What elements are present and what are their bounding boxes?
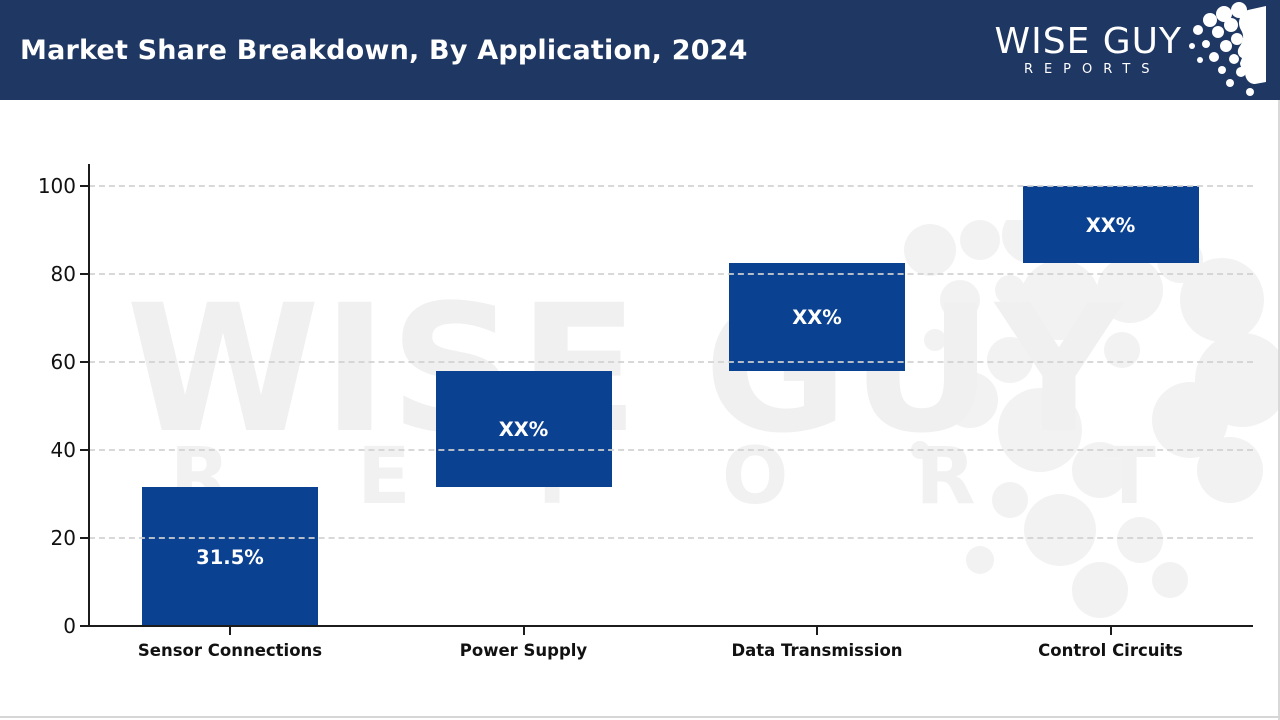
logo-head-icon: [1189, 2, 1266, 96]
bar-4: [1022, 186, 1199, 263]
y-tick-20: [80, 537, 88, 539]
gridline-40: [89, 449, 1253, 451]
watermark-wiseguy-text: WISE GUY: [126, 267, 1125, 472]
gridline-60: [89, 361, 1253, 363]
gridline-20: [89, 537, 1253, 539]
y-tick-0: [80, 625, 88, 627]
y-tick-label-100: 100: [37, 174, 76, 198]
right-edge-divider: [1278, 100, 1280, 720]
header-bar: Market Share Breakdown, By Application, …: [0, 0, 1280, 100]
x-category-label-4: Control Circuits: [1038, 641, 1183, 660]
y-tick-100: [80, 185, 88, 187]
y-tick-label-80: 80: [50, 262, 76, 286]
logo-reports-text: REPORTS: [1023, 61, 1161, 77]
x-tick-4: [1109, 627, 1112, 635]
bar-2: [435, 370, 612, 488]
x-category-label-2: Power Supply: [459, 641, 588, 660]
y-tick-label-0: 0: [63, 614, 76, 638]
y-tick-label-20: 20: [50, 526, 76, 550]
x-tick-2: [522, 627, 525, 635]
y-tick-80: [80, 273, 88, 275]
y-tick-60: [80, 361, 88, 363]
bar-value-label-3: XX%: [792, 305, 842, 329]
bar-value-label-4: XX%: [1085, 213, 1136, 237]
x-tick-3: [816, 627, 818, 635]
x-tick-1: [229, 627, 231, 635]
y-tick-label-40: 40: [50, 438, 76, 462]
x-axis-line: [87, 625, 1253, 627]
page-title: Market Share Breakdown, By Application, …: [20, 34, 748, 66]
y-axis-line: [88, 164, 90, 627]
gridline-80: [89, 273, 1253, 275]
x-category-label-3: Data Transmission: [731, 641, 903, 660]
x-category-label-1: Sensor Connections: [137, 641, 323, 660]
y-tick-label-60: 60: [50, 350, 76, 374]
bar-1: [142, 487, 318, 626]
logo-wiseguy-text: WISE GUY: [994, 21, 1182, 63]
watermark-reports-text: R E P O R T S: [170, 432, 1280, 522]
gridline-100: [89, 185, 1253, 187]
y-tick-40: [80, 449, 88, 451]
bar-3: [729, 263, 905, 371]
bar-value-label-2: XX%: [498, 418, 549, 442]
bottom-edge-divider: [0, 716, 1280, 718]
wise-guy-reports-logo: WISE GUY REPORTS: [995, 0, 1271, 100]
bar-value-label-1: 31.5%: [196, 545, 264, 569]
